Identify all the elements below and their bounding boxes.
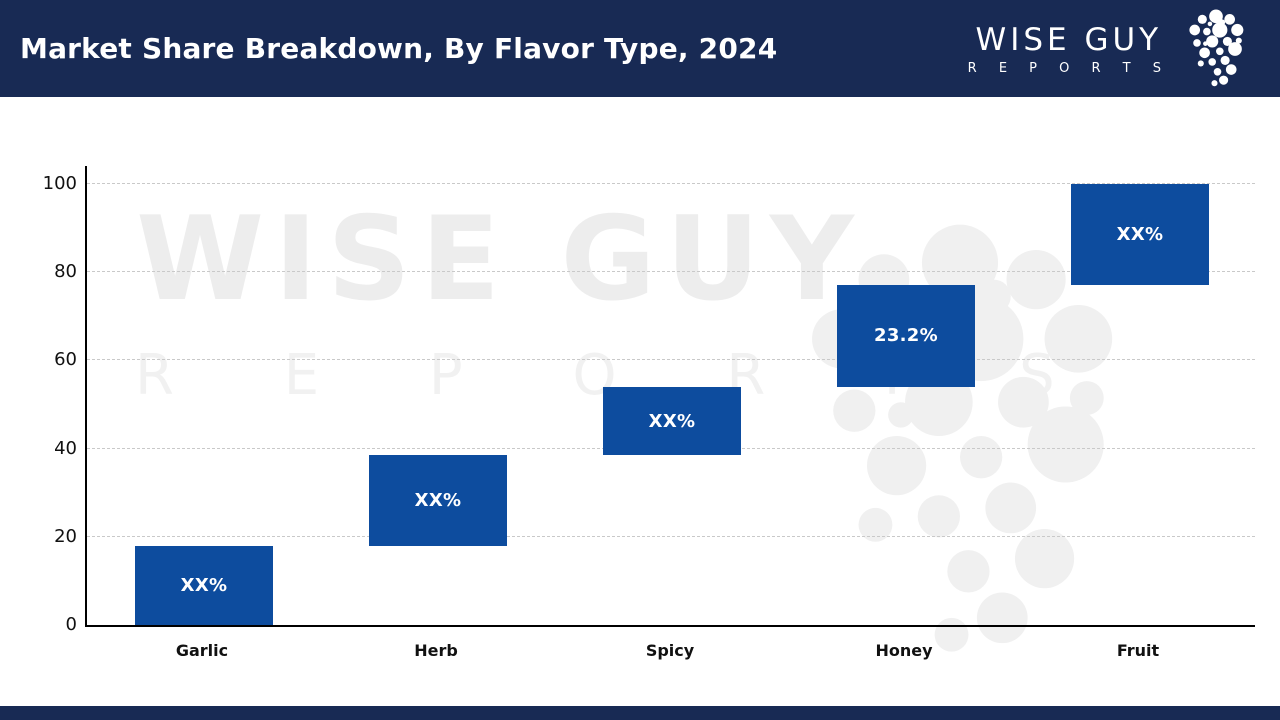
y-tick-60: 60 xyxy=(54,349,77,371)
grid-line-80 xyxy=(87,271,1255,273)
page-title: Market Share Breakdown, By Flavor Type, … xyxy=(20,32,778,65)
footer-bar xyxy=(0,706,1280,720)
chart-area: WISE GUY R E P O R T S 0 20 40 60 80 100 XX% XX… xyxy=(0,97,1280,706)
grid-line-100 xyxy=(87,183,1255,184)
y-tick-40: 40 xyxy=(54,437,77,459)
bar-honey: 23.2% xyxy=(836,284,976,387)
bar-value-label: XX% xyxy=(414,489,462,511)
y-tick-100: 100 xyxy=(42,173,77,194)
grid-line-60 xyxy=(87,359,1255,361)
logo-wordmark: WISE GUY R E P O R T S xyxy=(968,22,1170,76)
bar-garlic: XX% xyxy=(134,545,274,625)
logo-head-icon xyxy=(1189,8,1244,86)
x-label-garlic: Garlic xyxy=(175,641,229,660)
y-tick-20: 20 xyxy=(54,525,77,547)
y-tick-0: 0 xyxy=(65,614,77,635)
bar-value-label: XX% xyxy=(648,410,696,432)
brand-logo: WISE GUY R E P O R T S xyxy=(968,6,1254,92)
x-label-spicy: Spicy xyxy=(645,641,695,660)
logo-name-text: WISE GUY xyxy=(975,21,1163,58)
bar-herb: XX% xyxy=(368,455,508,546)
y-tick-80: 80 xyxy=(54,261,77,283)
bar-fruit: XX% xyxy=(1070,184,1210,285)
x-label-honey: Honey xyxy=(875,641,933,660)
grid-line-20 xyxy=(87,535,1255,537)
logo-subtitle-text: R E P O R T S xyxy=(967,60,1170,76)
bar-value-label: 23.2% xyxy=(874,325,938,347)
bar-value-label: XX% xyxy=(1116,223,1164,245)
header-bar: Market Share Breakdown, By Flavor Type, … xyxy=(0,0,1280,97)
bar-value-label: XX% xyxy=(180,574,228,596)
bar-spicy: XX% xyxy=(602,386,742,456)
x-label-herb: Herb xyxy=(414,641,458,660)
plot-area: 0 20 40 60 80 100 XX% XX% XX% 23.2% XX% xyxy=(43,166,1255,635)
x-label-fruit: Fruit xyxy=(1116,641,1160,660)
